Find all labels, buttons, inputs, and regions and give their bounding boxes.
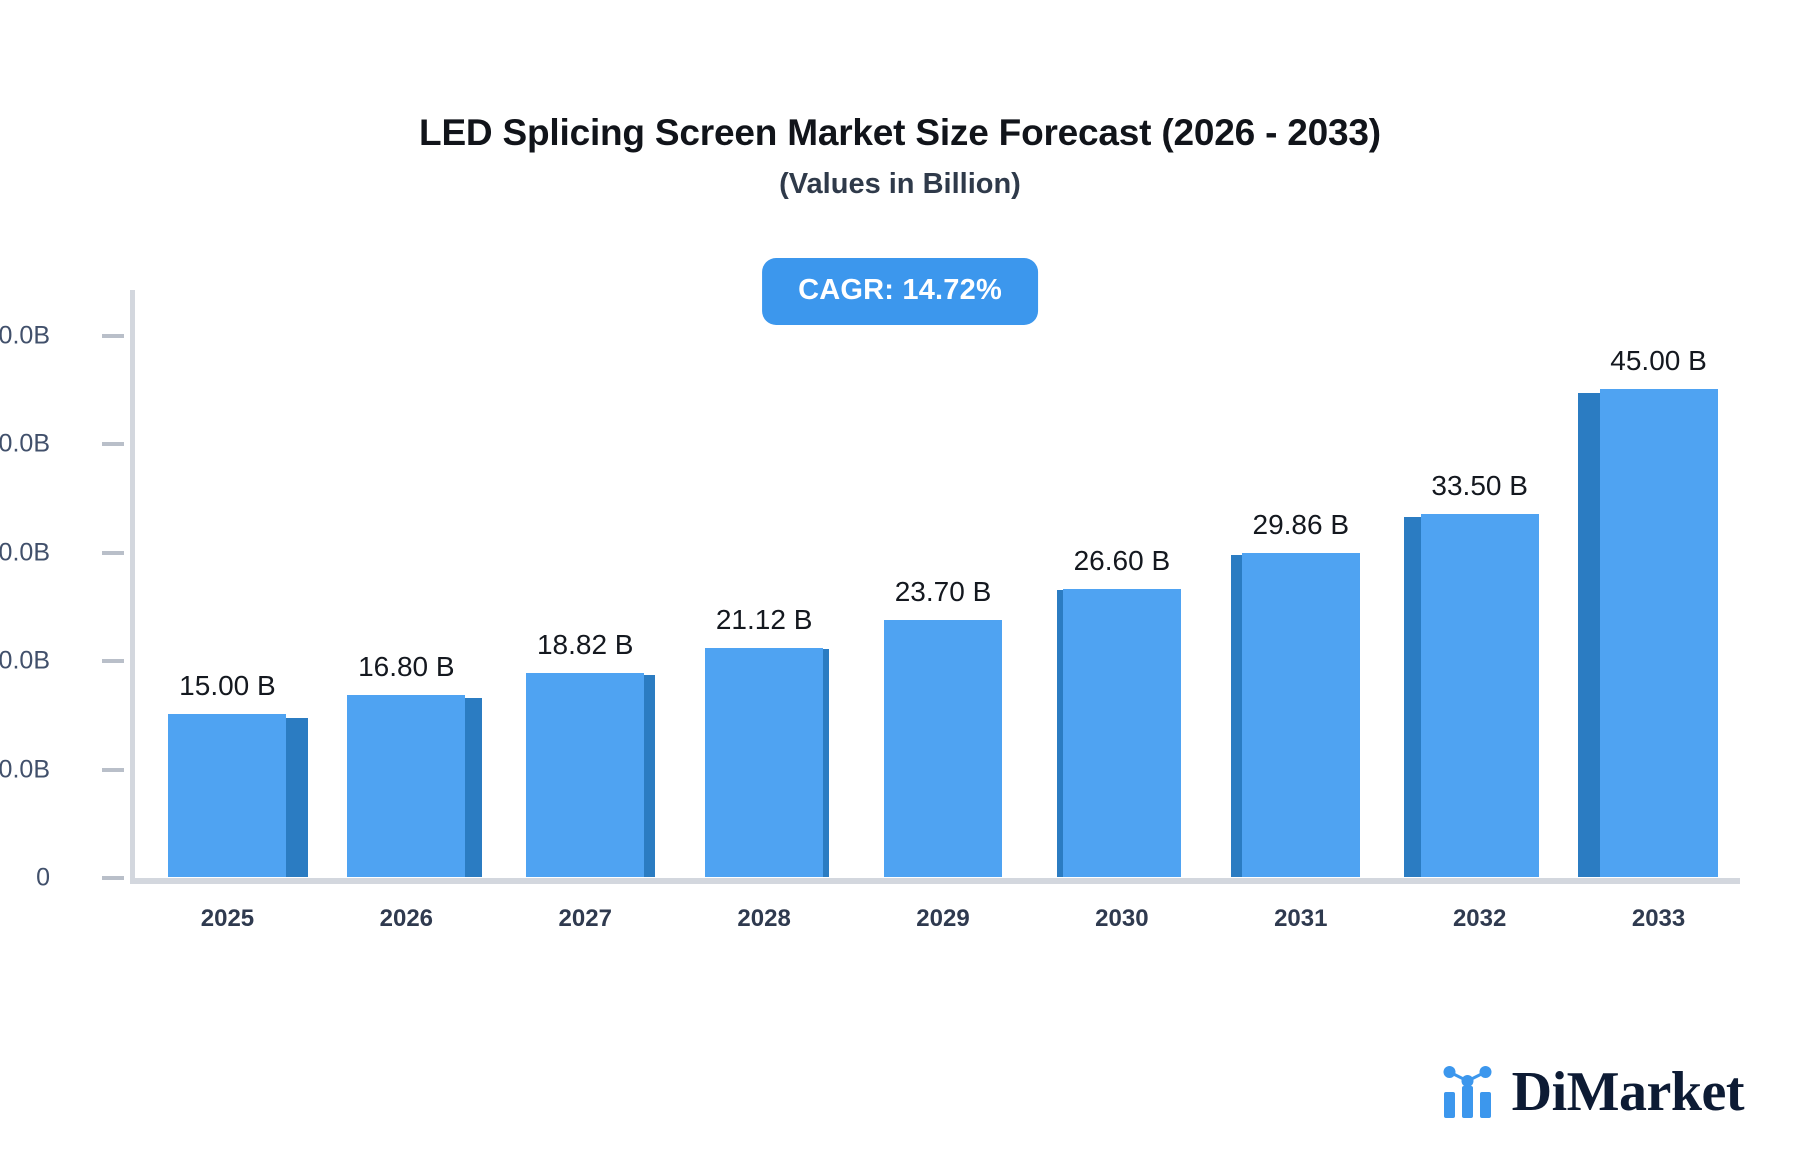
y-axis-tick-mark bbox=[102, 334, 124, 338]
bar-2028[interactable]: 21.12 B bbox=[705, 604, 830, 877]
chart-title: LED Splicing Screen Market Size Forecast… bbox=[419, 112, 1381, 153]
bar-2025[interactable]: 15.00 B bbox=[168, 670, 309, 877]
logo-wordmark: DiMarket bbox=[1511, 1061, 1745, 1123]
x-axis-label-2028: 2028 bbox=[737, 905, 791, 932]
bar-2030[interactable]: 26.60 B bbox=[1056, 545, 1181, 877]
bar-side-face bbox=[823, 649, 830, 877]
bar-side-face bbox=[286, 718, 309, 877]
bar-front-face bbox=[705, 648, 824, 877]
bar-front-face bbox=[168, 714, 287, 877]
bar-value-label: 15.00 B bbox=[179, 670, 276, 702]
y-axis-tick-label: 50.0B bbox=[0, 321, 50, 350]
bar-side-face bbox=[1577, 393, 1600, 877]
chart-subtitle: (Values in Billion) bbox=[779, 168, 1021, 200]
bar-chart-dots-icon bbox=[1443, 1066, 1492, 1118]
bar-value-label: 33.50 B bbox=[1431, 469, 1528, 501]
bar-value-label: 45.00 B bbox=[1610, 345, 1707, 377]
bar-front-face bbox=[347, 694, 466, 877]
bar-value-label: 21.12 B bbox=[715, 604, 813, 636]
bar-side-face bbox=[1404, 516, 1421, 877]
bar-front-face bbox=[526, 673, 645, 877]
y-axis-tick-label: 40.0B bbox=[0, 429, 50, 458]
x-axis-label-2032: 2032 bbox=[1452, 905, 1507, 932]
x-axis-label-2026: 2026 bbox=[379, 905, 434, 932]
bar-front-face bbox=[884, 620, 1002, 877]
x-axis-label-2029: 2029 bbox=[916, 905, 970, 932]
bar-side-face bbox=[1056, 589, 1063, 877]
x-axis-label-2031: 2031 bbox=[1274, 905, 1328, 932]
x-axis-label-2030: 2030 bbox=[1095, 905, 1149, 932]
y-axis-tick-mark bbox=[102, 659, 124, 664]
bar-front-face bbox=[1420, 513, 1539, 877]
x-axis-label-2027: 2027 bbox=[558, 905, 612, 932]
y-axis-tick-label: 30.0B bbox=[0, 538, 50, 567]
bar-side-face bbox=[465, 697, 482, 877]
y-axis-tick-mark bbox=[102, 550, 124, 555]
bar-front-face bbox=[1241, 553, 1360, 877]
y-axis-tick-label: 10.0B bbox=[0, 755, 50, 784]
bar-2032[interactable]: 33.50 B bbox=[1404, 470, 1539, 877]
bar-2026[interactable]: 16.80 B bbox=[347, 651, 482, 877]
y-axis-tick-mark bbox=[102, 442, 124, 447]
bar-value-label: 29.86 B bbox=[1252, 509, 1350, 541]
x-axis-line bbox=[130, 878, 1740, 884]
y-axis-tick-mark bbox=[102, 876, 124, 880]
dimarket-logo: DiMarket bbox=[1440, 1061, 1745, 1123]
bar-2031[interactable]: 29.86 B bbox=[1230, 509, 1360, 877]
bar-side-face bbox=[644, 675, 656, 877]
bar-2033[interactable]: 45.00 B bbox=[1577, 345, 1718, 877]
y-axis-tick-label: 20.0B bbox=[0, 646, 50, 675]
bar-2029[interactable]: 23.70 B bbox=[884, 576, 1002, 877]
x-axis-label-2033: 2033 bbox=[1631, 905, 1686, 932]
bar-value-label: 23.70 B bbox=[894, 576, 992, 608]
bar-2027[interactable]: 18.82 B bbox=[526, 629, 656, 877]
plot-area: 50.0B 40.0B 30.0B 20.0B 10.0B 0 15.00 B 16.80 … bbox=[0, 290, 1740, 892]
x-axis-label-2025: 2025 bbox=[200, 905, 255, 932]
bar-value-label: 16.80 B bbox=[358, 650, 455, 682]
bar-front-face bbox=[1062, 588, 1181, 877]
bar-value-label: 18.82 B bbox=[536, 629, 634, 660]
y-axis-tick-label: 0 bbox=[36, 863, 50, 892]
bar-side-face bbox=[1230, 555, 1242, 877]
cagr-badge: CAGR: 14.72% bbox=[762, 258, 1038, 325]
y-axis-line bbox=[130, 290, 135, 883]
bar-value-label: 26.60 B bbox=[1073, 544, 1171, 576]
y-axis-tick-mark bbox=[102, 767, 124, 772]
bar-front-face bbox=[1599, 389, 1718, 877]
